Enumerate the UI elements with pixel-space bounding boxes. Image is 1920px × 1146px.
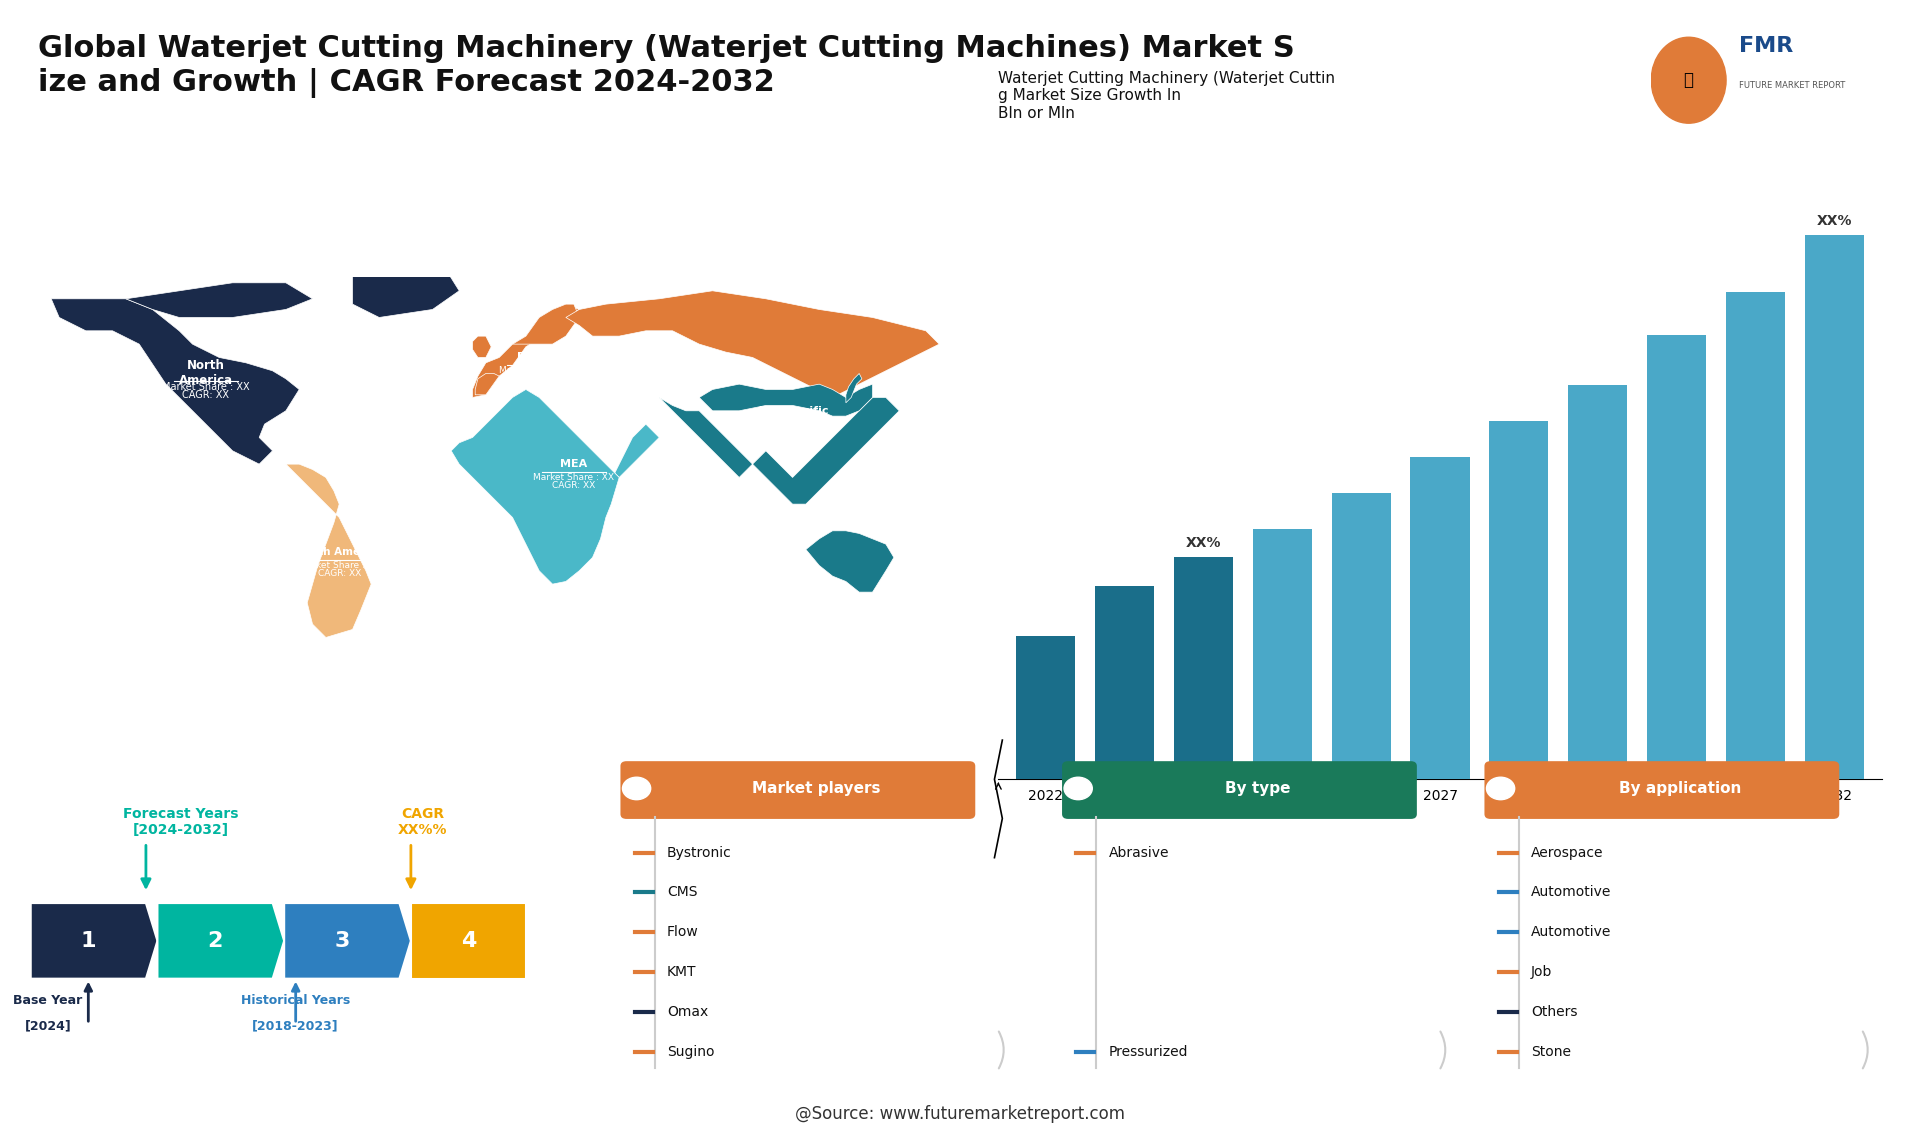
Polygon shape: [451, 390, 618, 584]
Text: [2018-2023]: [2018-2023]: [252, 1019, 340, 1033]
Polygon shape: [286, 464, 371, 637]
Bar: [1569, 385, 1628, 779]
Bar: [1016, 636, 1075, 779]
Circle shape: [1064, 777, 1092, 800]
Text: Others: Others: [1530, 1005, 1578, 1019]
Polygon shape: [659, 398, 899, 504]
Text: Market Share : XX: Market Share : XX: [300, 560, 380, 570]
Text: FUTURE MARKET REPORT: FUTURE MARKET REPORT: [1740, 81, 1845, 91]
FancyBboxPatch shape: [1484, 761, 1839, 819]
Text: South America: South America: [296, 547, 382, 557]
FancyBboxPatch shape: [620, 761, 975, 819]
Text: By type: By type: [1225, 780, 1290, 796]
Text: CAGR: XX: CAGR: XX: [518, 375, 561, 383]
Circle shape: [1651, 38, 1726, 123]
Text: 1: 1: [81, 931, 96, 951]
Bar: [1094, 586, 1154, 779]
Text: Flow: Flow: [666, 925, 699, 940]
Circle shape: [1486, 777, 1515, 800]
Text: Abrasive: Abrasive: [1108, 846, 1169, 860]
Text: Global Waterjet Cutting Machinery (Waterjet Cutting Machines) Market S
ize and G: Global Waterjet Cutting Machinery (Water…: [38, 34, 1296, 97]
Bar: [1805, 235, 1864, 779]
Text: Pressurized: Pressurized: [1108, 1044, 1188, 1059]
Text: XX%: XX%: [1816, 214, 1853, 228]
Text: [2024]: [2024]: [25, 1019, 71, 1033]
Text: KMT: KMT: [666, 965, 697, 979]
Polygon shape: [566, 291, 939, 398]
Text: @Source: www.futuremarketreport.com: @Source: www.futuremarketreport.com: [795, 1105, 1125, 1123]
Text: 2: 2: [207, 931, 223, 951]
Text: XX%: XX%: [1187, 536, 1221, 550]
Text: 3: 3: [334, 931, 349, 951]
FancyBboxPatch shape: [1062, 761, 1417, 819]
Bar: [1647, 335, 1707, 779]
Text: CAGR
XX%%: CAGR XX%%: [397, 807, 447, 838]
Text: FMR: FMR: [1740, 36, 1793, 56]
Text: 🔍: 🔍: [1684, 71, 1693, 89]
Bar: [1332, 493, 1390, 779]
Text: Bystronic: Bystronic: [666, 846, 732, 860]
Text: Automotive: Automotive: [1530, 886, 1611, 900]
Text: 4: 4: [461, 931, 476, 951]
Polygon shape: [284, 903, 411, 979]
Polygon shape: [699, 384, 872, 416]
Text: Aerospace: Aerospace: [1530, 846, 1603, 860]
Text: CAGR: XX: CAGR: XX: [182, 390, 228, 400]
Text: Sugino: Sugino: [666, 1044, 714, 1059]
Polygon shape: [411, 903, 526, 979]
Polygon shape: [157, 903, 284, 979]
Polygon shape: [52, 299, 300, 464]
Text: Market Share : XX: Market Share : XX: [534, 473, 614, 482]
Bar: [1173, 557, 1233, 779]
Text: CMS: CMS: [666, 886, 697, 900]
Title: Waterjet Cutting Machinery (Waterjet Cuttin
g Market Size Growth In
Bln or Mln: Waterjet Cutting Machinery (Waterjet Cut…: [998, 71, 1336, 120]
Text: Job: Job: [1530, 965, 1551, 979]
Polygon shape: [127, 283, 313, 317]
Bar: [1726, 292, 1786, 779]
Text: Base Year: Base Year: [13, 994, 83, 1007]
Text: Historical Years: Historical Years: [242, 994, 349, 1007]
Polygon shape: [472, 336, 492, 358]
Text: Asia Pacific: Asia Pacific: [756, 406, 828, 416]
Text: By application: By application: [1619, 780, 1741, 796]
Polygon shape: [476, 374, 499, 394]
Bar: [1490, 421, 1548, 779]
Polygon shape: [847, 374, 862, 402]
Text: MEA: MEA: [561, 460, 588, 469]
Text: Europe: Europe: [516, 353, 561, 362]
Text: Forecast Years
[2024-2032]: Forecast Years [2024-2032]: [123, 807, 238, 838]
Bar: [1252, 528, 1311, 779]
Text: Market Share : XX: Market Share : XX: [161, 382, 250, 392]
Polygon shape: [513, 304, 580, 344]
Polygon shape: [451, 390, 659, 518]
Polygon shape: [472, 304, 580, 398]
Text: Market Share : XX: Market Share : XX: [753, 419, 833, 429]
Polygon shape: [353, 269, 459, 317]
Polygon shape: [31, 903, 157, 979]
Text: CAGR: XX: CAGR: XX: [772, 427, 814, 437]
Polygon shape: [806, 531, 895, 592]
Text: North
America: North America: [179, 360, 232, 387]
Text: Omax: Omax: [666, 1005, 708, 1019]
Text: Market players: Market players: [753, 780, 879, 796]
Circle shape: [622, 777, 651, 800]
Text: CAGR: XX: CAGR: XX: [317, 568, 361, 578]
Text: Stone: Stone: [1530, 1044, 1571, 1059]
Text: Market Share : XX: Market Share : XX: [499, 367, 580, 375]
Bar: [1411, 457, 1469, 779]
Text: CAGR: XX: CAGR: XX: [553, 481, 595, 490]
Text: Automotive: Automotive: [1530, 925, 1611, 940]
